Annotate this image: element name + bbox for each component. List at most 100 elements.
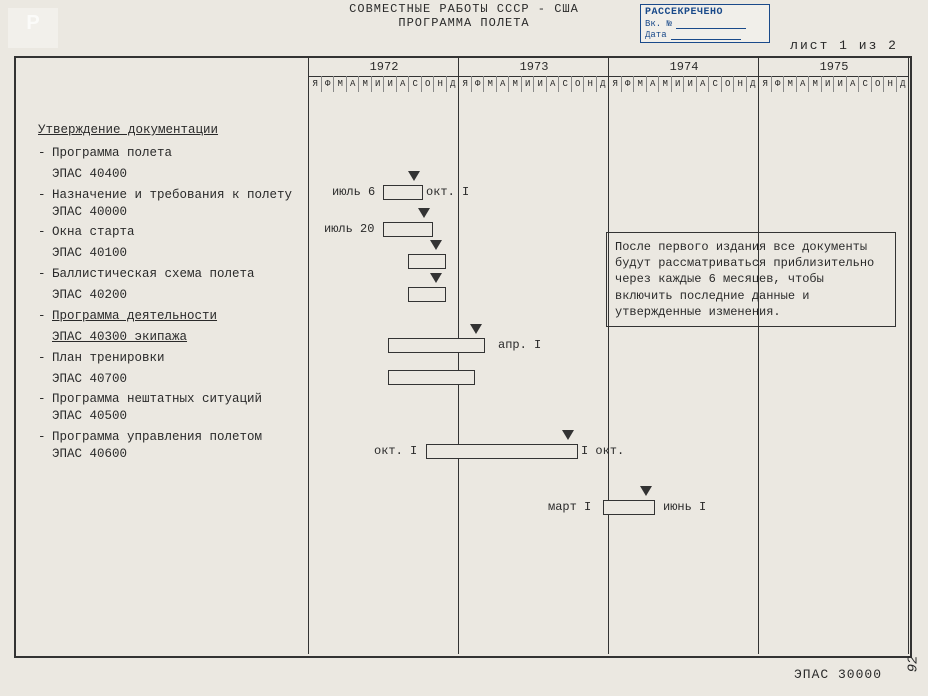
- month-cell: О: [571, 76, 585, 92]
- month-cell: И: [371, 76, 385, 92]
- month-cell: Н: [583, 76, 597, 92]
- item-list: -Программа полета ЭПАС 40400 -Назначение и…: [38, 145, 298, 463]
- month-cell: О: [721, 76, 735, 92]
- list-item-code: ЭПАС 40400: [52, 166, 298, 183]
- month-cell: Н: [883, 76, 897, 92]
- note-box: После первого издания все документы буду…: [606, 232, 896, 327]
- month-cell: М: [658, 76, 672, 92]
- month-cell: А: [396, 76, 410, 92]
- list-item-code: ЭПАС 40700: [52, 371, 298, 388]
- stamp-title: РАССЕКРЕЧЕНО: [645, 7, 765, 18]
- list-item: -Программа нештатных ситуаций ЭПАС 40500: [38, 391, 298, 425]
- header: СОВМЕСТНЫЕ РАБОТЫ СССР - США ПРОГРАММА П…: [0, 2, 928, 30]
- month-cell: Н: [433, 76, 447, 92]
- gantt-chart-area: После первого издания все документы буду…: [308, 92, 910, 654]
- month-cell: А: [696, 76, 710, 92]
- month-cell: А: [646, 76, 660, 92]
- left-content: Утверждение документации -Программа поле…: [16, 92, 308, 463]
- list-item-code: ЭПАС 40200: [52, 287, 298, 304]
- gantt-bar: [408, 254, 446, 269]
- gantt-bar: [408, 287, 446, 302]
- list-item: -Окна старта: [38, 224, 298, 241]
- gantt-bar: [388, 338, 485, 353]
- year-cell: 1974: [608, 58, 759, 77]
- header-title-1: СОВМЕСТНЫЕ РАБОТЫ СССР - США: [0, 2, 928, 16]
- stamp-field-2: Дата: [645, 29, 765, 40]
- month-cell: С: [408, 76, 422, 92]
- milestone-marker: [640, 486, 652, 496]
- month-cell: И: [383, 76, 397, 92]
- gantt-bar: [603, 500, 655, 515]
- month-cell: Д: [746, 76, 760, 92]
- left-column: Утверждение документации -Программа поле…: [16, 92, 309, 654]
- milestone-marker: [470, 324, 482, 334]
- milestone-marker: [418, 208, 430, 218]
- month-cell: О: [871, 76, 885, 92]
- month-cell: С: [558, 76, 572, 92]
- list-item: -Программа управления полетом ЭПАС 40600: [38, 429, 298, 463]
- month-cell: М: [508, 76, 522, 92]
- bar-label-left: окт. I: [374, 444, 417, 458]
- month-cell: М: [783, 76, 797, 92]
- month-cell: Д: [896, 76, 910, 92]
- milestone-marker: [408, 171, 420, 181]
- list-item-code: ЭПАС 40300 экипажа: [52, 329, 298, 346]
- month-cell: Д: [596, 76, 610, 92]
- month-cell: А: [346, 76, 360, 92]
- month-cell: Ф: [771, 76, 785, 92]
- month-cell: Н: [733, 76, 747, 92]
- month-cell: И: [833, 76, 847, 92]
- document-page: P СОВМЕСТНЫЕ РАБОТЫ СССР - США ПРОГРАММА…: [0, 0, 928, 696]
- month-cell: А: [496, 76, 510, 92]
- month-cell: Я: [458, 76, 472, 92]
- month-cell: Ф: [471, 76, 485, 92]
- list-item: -Назначение и требования к полету ЭПАС 4…: [38, 187, 298, 221]
- month-cell: М: [633, 76, 647, 92]
- month-cell: Д: [446, 76, 460, 92]
- year-cell: 1975: [758, 58, 909, 77]
- note-text: После первого издания все документы буду…: [615, 240, 874, 319]
- bar-label-right: окт. I: [426, 185, 469, 199]
- month-cell: А: [546, 76, 560, 92]
- bar-label-left: июль 6: [332, 185, 375, 199]
- month-cell: Ф: [621, 76, 635, 92]
- milestone-marker: [430, 273, 442, 283]
- month-cell: И: [521, 76, 535, 92]
- month-cell: С: [708, 76, 722, 92]
- gantt-bar: [426, 444, 578, 459]
- footer-code: ЭПАС 30000: [794, 667, 882, 682]
- declassified-stamp: РАССЕКРЕЧЕНО Вк. № Дата: [640, 4, 770, 43]
- year-cell: 1973: [458, 58, 609, 77]
- month-cell: И: [821, 76, 835, 92]
- month-cell: С: [858, 76, 872, 92]
- month-cell: О: [421, 76, 435, 92]
- list-item: -Программа деятельности: [38, 308, 298, 325]
- gantt-bar: [383, 185, 423, 200]
- month-cell: М: [808, 76, 822, 92]
- month-cell: А: [846, 76, 860, 92]
- month-cell: М: [483, 76, 497, 92]
- month-cell: Я: [608, 76, 622, 92]
- bar-label-right: июнь I: [663, 500, 706, 514]
- milestone-marker: [430, 240, 442, 250]
- main-frame: 1972197319741975 ЯФМАМИИАСОНДЯФМАМИИАСОН…: [14, 56, 912, 658]
- milestone-marker: [562, 430, 574, 440]
- list-item: -Баллистическая схема полета: [38, 266, 298, 283]
- month-cell: Ф: [321, 76, 335, 92]
- gantt-bar: [383, 222, 433, 237]
- gantt-bar: [388, 370, 475, 385]
- list-item: -Программа полета: [38, 145, 298, 162]
- month-cell: М: [358, 76, 372, 92]
- bar-label-right: I окт.: [581, 444, 624, 458]
- month-cell: Я: [758, 76, 772, 92]
- stamp-field-1: Вк. №: [645, 18, 765, 29]
- list-item: -План тренировки: [38, 350, 298, 367]
- bar-label-left: июль 20: [324, 222, 374, 236]
- month-cell: И: [683, 76, 697, 92]
- month-cell: А: [796, 76, 810, 92]
- header-title-2: ПРОГРАММА ПОЛЕТА: [0, 16, 928, 30]
- list-item-code: ЭПАС 40100: [52, 245, 298, 262]
- section-title: Утверждение документации: [38, 122, 298, 139]
- bar-label-right: апр. I: [498, 338, 541, 352]
- sheet-label: лист 1 из 2: [790, 38, 898, 53]
